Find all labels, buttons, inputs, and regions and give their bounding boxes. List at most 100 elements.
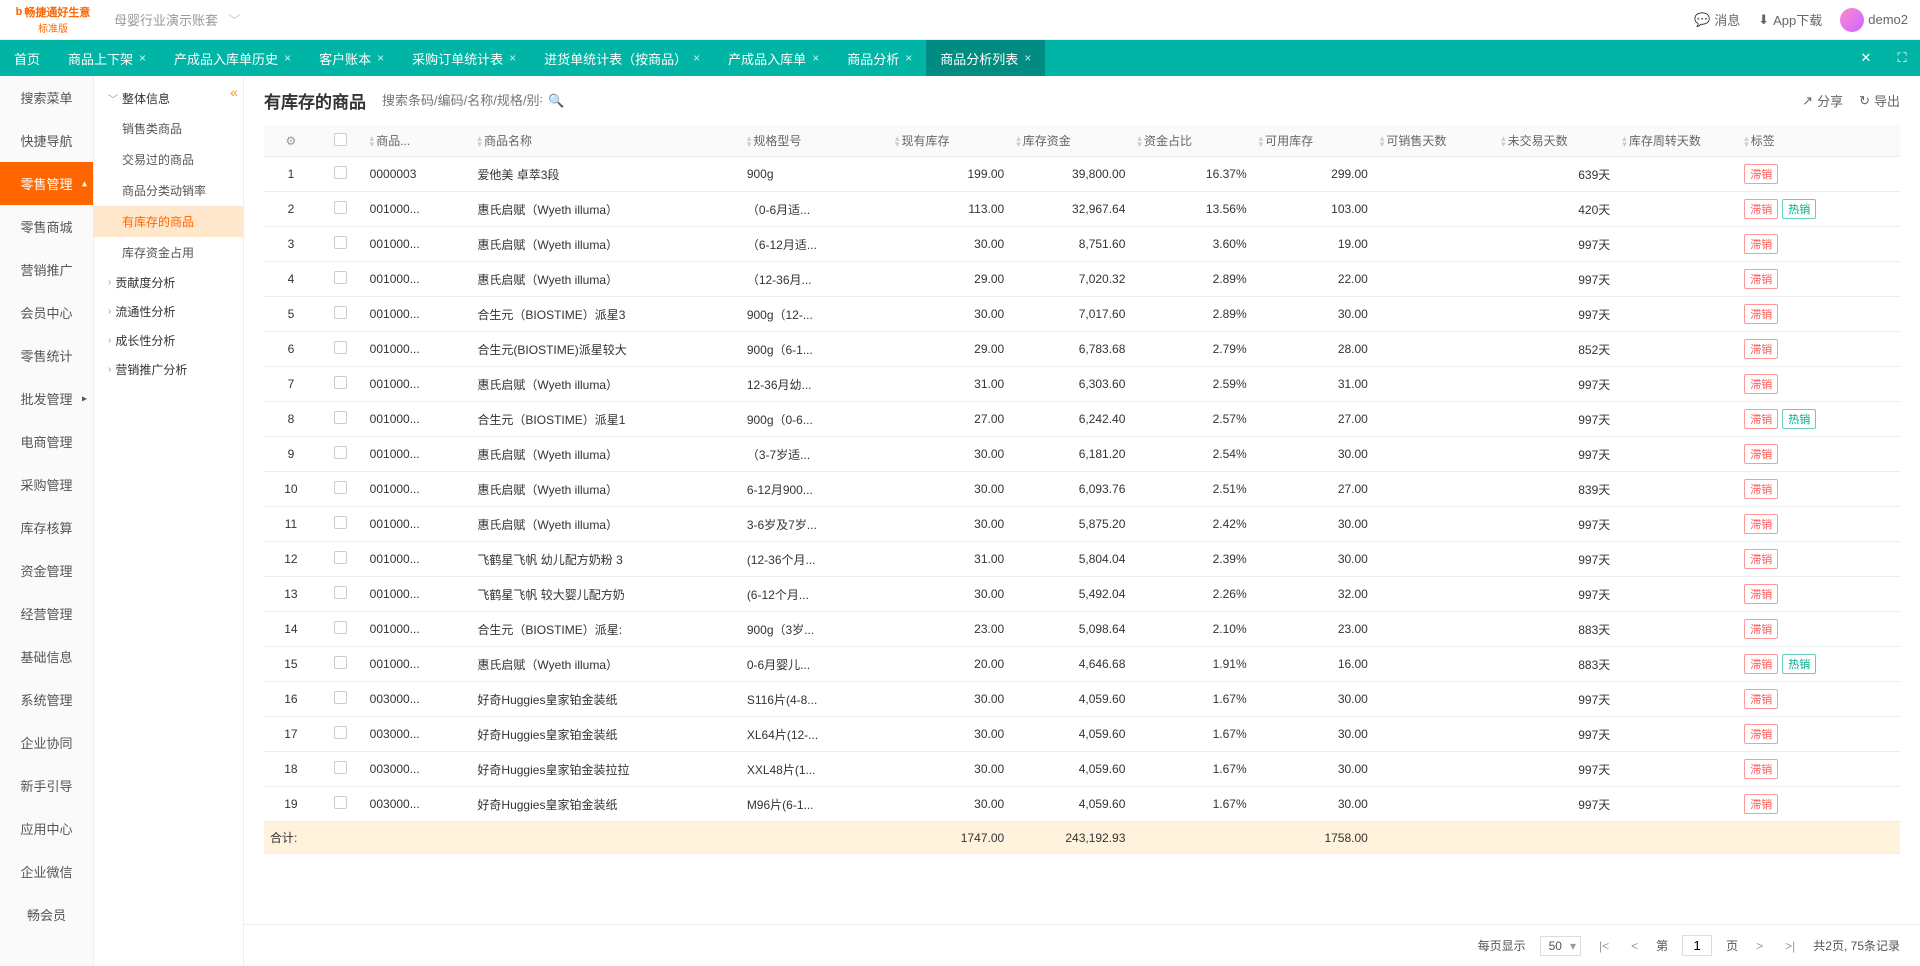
column-header-6[interactable]: ▴▾库存资金 xyxy=(1010,125,1131,157)
table-row[interactable]: 12001000...飞鹤星飞帆 幼儿配方奶粉 3(12-36个月...31.0… xyxy=(264,542,1900,577)
sort-icon[interactable]: ▴▾ xyxy=(1622,136,1627,147)
table-row[interactable]: 11001000...惠氏启赋（Wyeth illuma）3-6岁及7岁...3… xyxy=(264,507,1900,542)
tab-0[interactable]: 首页 xyxy=(0,40,54,76)
user-menu[interactable]: demo2 xyxy=(1840,8,1908,32)
sidebar-item-10[interactable]: 库存核算 xyxy=(0,506,93,549)
close-icon[interactable]: × xyxy=(693,51,700,65)
column-header-9[interactable]: ▴▾可销售天数 xyxy=(1374,125,1495,157)
row-checkbox[interactable] xyxy=(334,796,347,809)
column-header-12[interactable]: ▴▾标签 xyxy=(1738,125,1900,157)
tab-7[interactable]: 商品分析× xyxy=(833,40,926,76)
sort-icon[interactable]: ▴▾ xyxy=(1744,136,1749,147)
search-icon[interactable]: 🔍 xyxy=(548,93,564,109)
table-row[interactable]: 10000003爱他美 卓萃3段900g199.0039,800.0016.37… xyxy=(264,157,1900,192)
row-checkbox[interactable] xyxy=(334,236,347,249)
tab-1[interactable]: 商品上下架× xyxy=(54,40,160,76)
next-page-button[interactable]: > xyxy=(1752,939,1767,953)
subsidebar-group-0[interactable]: ›贡献度分析 xyxy=(94,268,243,297)
table-row[interactable]: 3001000...惠氏启赋（Wyeth illuma）（6-12月适...30… xyxy=(264,227,1900,262)
close-all-tabs[interactable]: ✕ xyxy=(1848,40,1884,76)
tab-4[interactable]: 采购订单统计表× xyxy=(398,40,530,76)
close-icon[interactable]: × xyxy=(377,51,384,65)
table-row[interactable]: 19003000...好奇Huggies皇家铂金装纸M96片(6-1...30.… xyxy=(264,787,1900,822)
sidebar-item-9[interactable]: 采购管理 xyxy=(0,463,93,506)
close-icon[interactable]: × xyxy=(284,51,291,65)
column-header-2[interactable]: ▴▾商品... xyxy=(364,125,472,157)
search-input[interactable] xyxy=(382,93,542,108)
table-row[interactable]: 14001000...合生元（BIOSTIME）派星:900g（3岁...23.… xyxy=(264,612,1900,647)
last-page-button[interactable]: >| xyxy=(1781,939,1799,953)
tab-5[interactable]: 进货单统计表（按商品）× xyxy=(530,40,714,76)
sidebar-item-13[interactable]: 基础信息 xyxy=(0,635,93,678)
column-header-8[interactable]: ▴▾可用库存 xyxy=(1253,125,1374,157)
row-checkbox[interactable] xyxy=(334,376,347,389)
column-header-3[interactable]: ▴▾商品名称 xyxy=(471,125,740,157)
row-checkbox[interactable] xyxy=(334,551,347,564)
row-checkbox[interactable] xyxy=(334,306,347,319)
close-icon[interactable]: × xyxy=(812,51,819,65)
sort-icon[interactable]: ▴▾ xyxy=(477,136,482,147)
table-row[interactable]: 16003000...好奇Huggies皇家铂金装纸S116片(4-8...30… xyxy=(264,682,1900,717)
tab-2[interactable]: 产成品入库单历史× xyxy=(160,40,305,76)
sidebar-item-14[interactable]: 系统管理 xyxy=(0,678,93,721)
account-selector[interactable]: 母婴行业演示账套 ﹀ xyxy=(114,10,1694,29)
subsidebar-group-3[interactable]: ›营销推广分析 xyxy=(94,355,243,384)
row-checkbox[interactable] xyxy=(334,341,347,354)
column-header-0[interactable]: ⚙ xyxy=(264,125,318,157)
gear-icon[interactable]: ⚙ xyxy=(286,134,297,148)
sort-icon[interactable]: ▴▾ xyxy=(1259,136,1264,147)
table-row[interactable]: 13001000...飞鹤星飞帆 较大婴儿配方奶(6-12个月...30.005… xyxy=(264,577,1900,612)
page-number-input[interactable] xyxy=(1682,935,1712,956)
sidebar-item-12[interactable]: 经营管理 xyxy=(0,592,93,635)
sidebar-item-7[interactable]: 批发管理▸ xyxy=(0,377,93,420)
sort-icon[interactable]: ▴▾ xyxy=(1137,136,1142,147)
subsidebar-group-2[interactable]: ›成长性分析 xyxy=(94,326,243,355)
share-button[interactable]: ↗分享 xyxy=(1802,91,1843,110)
row-checkbox[interactable] xyxy=(334,446,347,459)
table-row[interactable]: 8001000...合生元（BIOSTIME）派星1900g（0-6...27.… xyxy=(264,402,1900,437)
sidebar-item-8[interactable]: 电商管理 xyxy=(0,420,93,463)
sidebar-item-1[interactable]: 快捷导航 xyxy=(0,119,93,162)
subsidebar-group-overall[interactable]: ﹀整体信息 xyxy=(94,84,243,113)
close-icon[interactable]: × xyxy=(139,51,146,65)
sort-icon[interactable]: ▴▾ xyxy=(747,136,752,147)
sidebar-item-18[interactable]: 企业微信 xyxy=(0,850,93,893)
row-checkbox[interactable] xyxy=(334,761,347,774)
column-header-10[interactable]: ▴▾未交易天数 xyxy=(1495,125,1616,157)
table-row[interactable]: 15001000...惠氏启赋（Wyeth illuma）0-6月婴儿...20… xyxy=(264,647,1900,682)
table-row[interactable]: 4001000...惠氏启赋（Wyeth illuma）（12-36月...29… xyxy=(264,262,1900,297)
select-all-checkbox[interactable] xyxy=(334,133,347,146)
close-icon[interactable]: × xyxy=(509,51,516,65)
table-row[interactable]: 2001000...惠氏启赋（Wyeth illuma）（0-6月适...113… xyxy=(264,192,1900,227)
prev-page-button[interactable]: < xyxy=(1627,939,1642,953)
row-checkbox[interactable] xyxy=(334,516,347,529)
column-header-5[interactable]: ▴▾现有库存 xyxy=(889,125,1010,157)
sidebar-item-11[interactable]: 资金管理 xyxy=(0,549,93,592)
sidebar-item-19[interactable]: 畅会员 xyxy=(0,893,93,936)
sidebar-item-15[interactable]: 企业协同 xyxy=(0,721,93,764)
column-header-11[interactable]: ▴▾库存周转天数 xyxy=(1616,125,1738,157)
row-checkbox[interactable] xyxy=(334,691,347,704)
row-checkbox[interactable] xyxy=(334,726,347,739)
table-row[interactable]: 6001000...合生元(BIOSTIME)派星较大900g（6-1...29… xyxy=(264,332,1900,367)
table-row[interactable]: 9001000...惠氏启赋（Wyeth illuma）（3-7岁适...30.… xyxy=(264,437,1900,472)
collapse-subsidebar-button[interactable]: « xyxy=(224,84,244,104)
table-row[interactable]: 18003000...好奇Huggies皇家铂金装拉拉XXL48片(1...30… xyxy=(264,752,1900,787)
sidebar-item-17[interactable]: 应用中心 xyxy=(0,807,93,850)
sidebar-item-3[interactable]: 零售商城 xyxy=(0,205,93,248)
sidebar-item-16[interactable]: 新手引导 xyxy=(0,764,93,807)
sidebar-item-0[interactable]: 搜索菜单 xyxy=(0,76,93,119)
row-checkbox[interactable] xyxy=(334,411,347,424)
messages-button[interactable]: 💬消息 xyxy=(1694,10,1740,29)
close-icon[interactable]: × xyxy=(1024,51,1031,65)
column-header-7[interactable]: ▴▾资金占比 xyxy=(1131,125,1252,157)
row-checkbox[interactable] xyxy=(334,166,347,179)
subsidebar-child-4[interactable]: 库存资金占用 xyxy=(94,237,243,268)
sidebar-item-5[interactable]: 会员中心 xyxy=(0,291,93,334)
table-row[interactable]: 7001000...惠氏启赋（Wyeth illuma）12-36月幼...31… xyxy=(264,367,1900,402)
subsidebar-child-1[interactable]: 交易过的商品 xyxy=(94,144,243,175)
row-checkbox[interactable] xyxy=(334,586,347,599)
sort-icon[interactable]: ▴▾ xyxy=(370,136,375,147)
first-page-button[interactable]: |< xyxy=(1595,939,1613,953)
subsidebar-child-2[interactable]: 商品分类动销率 xyxy=(94,175,243,206)
